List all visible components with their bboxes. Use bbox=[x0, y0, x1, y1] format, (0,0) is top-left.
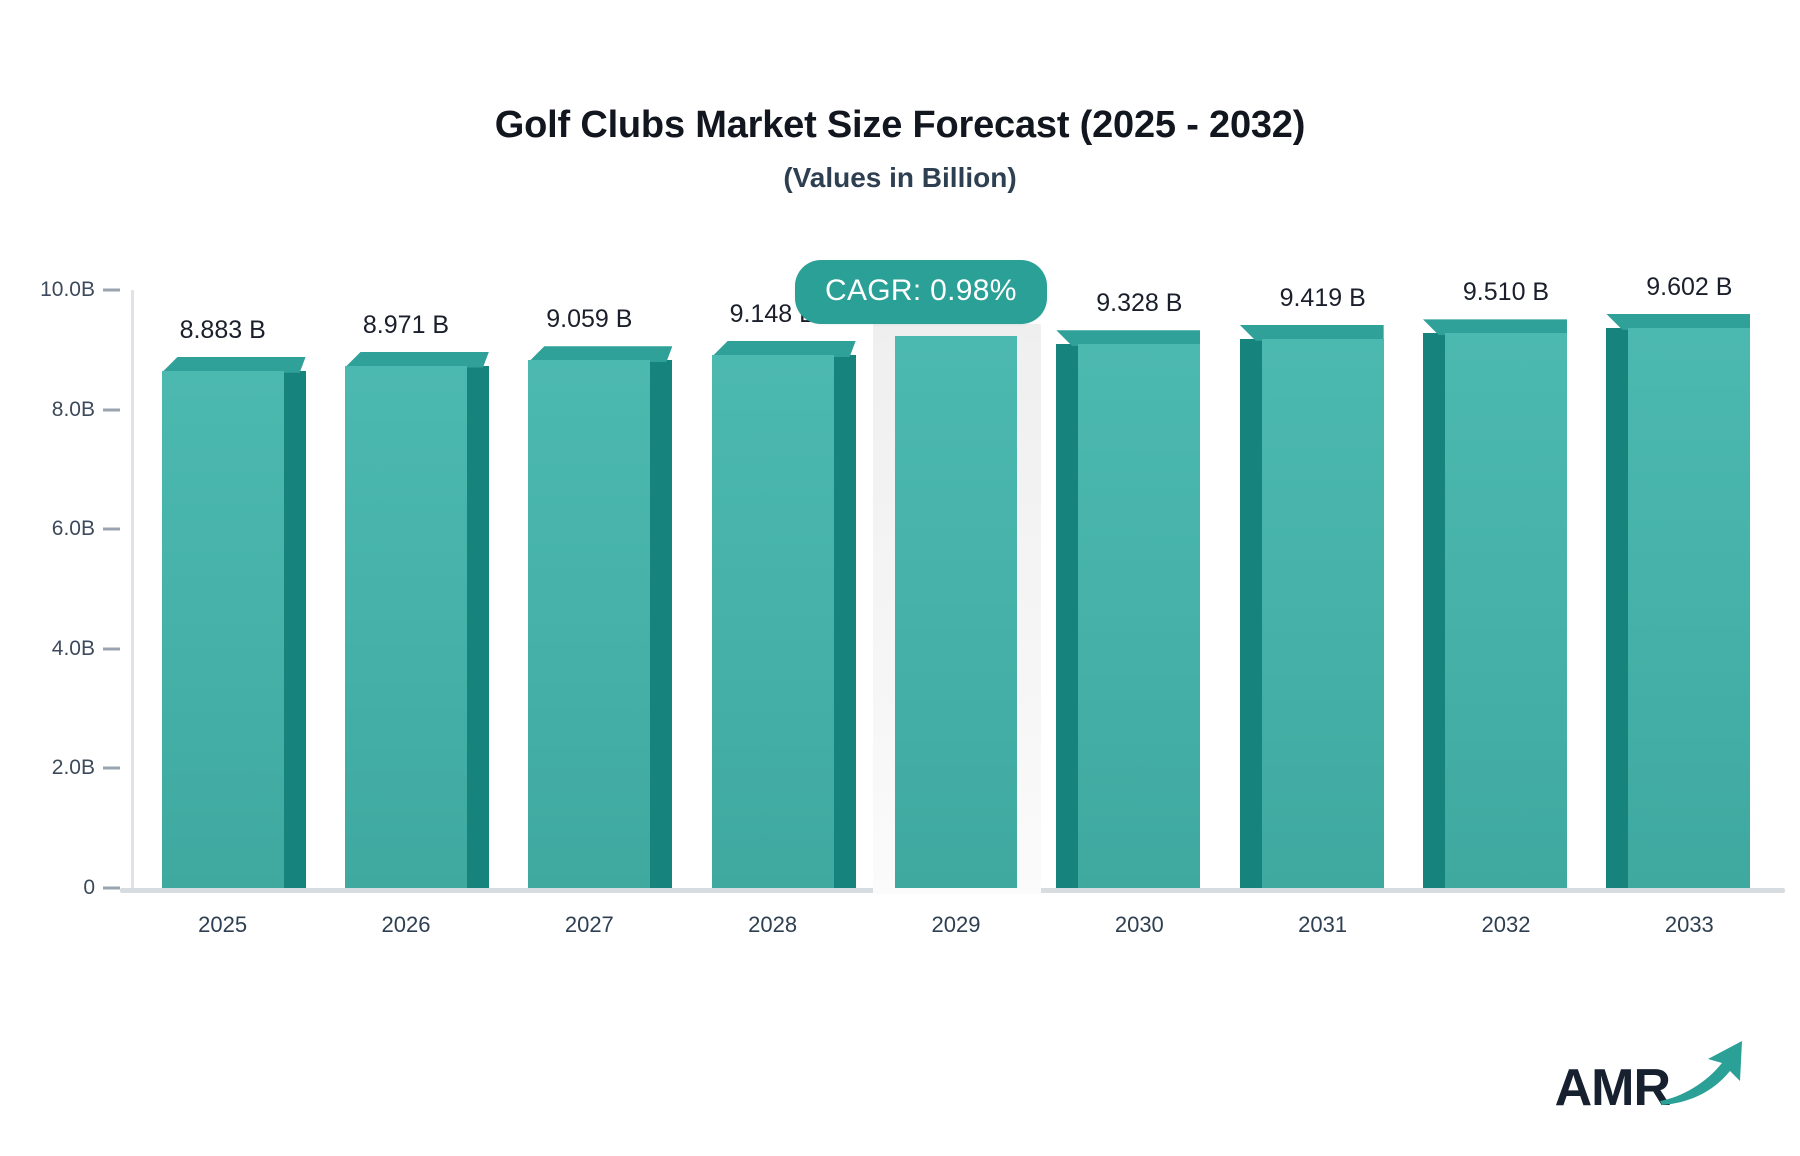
bar-top-face bbox=[528, 346, 672, 362]
amr-logo: AMR bbox=[1555, 1035, 1752, 1114]
bar-2026[interactable]: 8.971 B bbox=[345, 311, 489, 888]
bar-side-panel bbox=[1423, 333, 1445, 888]
amr-logo-text: AMR bbox=[1554, 1059, 1671, 1117]
bar-top-face bbox=[1606, 313, 1751, 330]
cagr-badge: CAGR: 0.98% bbox=[795, 260, 1047, 324]
bar-2029[interactable]: 9.237 B bbox=[895, 295, 1017, 888]
bar-side-panel bbox=[1056, 344, 1079, 888]
x-axis-tick-label-2025: 2025 bbox=[198, 912, 248, 937]
bar-value-label: 9.510 B bbox=[1462, 278, 1550, 307]
bar-2030[interactable]: 9.328 B bbox=[1056, 289, 1201, 888]
bar-side-panel bbox=[1239, 338, 1262, 888]
chart-subtitle: (Values in Billion) bbox=[783, 161, 1017, 193]
y-axis-tick-mark bbox=[103, 408, 120, 412]
bar-value-label: 9.328 B bbox=[1096, 289, 1183, 318]
y-axis-line bbox=[131, 290, 134, 890]
x-axis-tick-label-2033: 2033 bbox=[1664, 912, 1714, 937]
bar-top-face bbox=[712, 341, 856, 357]
bar-side-panel bbox=[283, 370, 306, 888]
bar-front-face bbox=[1445, 333, 1567, 888]
bar-front-face bbox=[895, 335, 1017, 888]
bar-2027[interactable]: 9.059 B bbox=[528, 305, 673, 888]
chart-header: Golf Clubs Market Size Forecast (2025 - … bbox=[0, 104, 1800, 194]
bar-2031[interactable]: 9.419 B bbox=[1239, 284, 1384, 888]
bar-value-label: 8.883 B bbox=[179, 315, 266, 344]
bar-top-face bbox=[1423, 319, 1567, 336]
growth-arrow-icon bbox=[1656, 1035, 1752, 1112]
y-axis-tick-label: 0 bbox=[0, 876, 120, 900]
x-axis-tick-label-2027: 2027 bbox=[564, 912, 614, 937]
bar-2033[interactable]: 9.602 B bbox=[1606, 273, 1751, 888]
x-axis-tick-label-2032: 2032 bbox=[1481, 912, 1531, 937]
y-axis-tick-mark bbox=[103, 647, 120, 651]
x-axis-tick-label-2029: 2029 bbox=[931, 912, 981, 937]
bar-2032[interactable]: 9.510 B bbox=[1423, 278, 1567, 888]
x-axis-line bbox=[120, 888, 1785, 893]
y-axis-tick-mark bbox=[103, 288, 120, 292]
bar-value-label: 9.419 B bbox=[1279, 283, 1366, 312]
bar-side-panel bbox=[467, 365, 489, 888]
bar-value-label: 8.971 B bbox=[362, 310, 450, 339]
y-axis-tick-label: 2.0B bbox=[0, 756, 120, 780]
y-axis-tick-mark bbox=[103, 766, 120, 770]
page-title: Golf Clubs Market Size Forecast (2025 - … bbox=[494, 104, 1306, 146]
bar-value-label: 9.059 B bbox=[546, 305, 633, 334]
y-axis-tick-label: 4.0B bbox=[0, 637, 120, 661]
x-axis-tick-label-2031: 2031 bbox=[1298, 912, 1348, 937]
bar-2028[interactable]: 9.148 B bbox=[711, 300, 856, 888]
bar-front-face bbox=[528, 360, 651, 888]
bar-top-face bbox=[1239, 324, 1384, 341]
x-axis-tick-label-2026: 2026 bbox=[381, 912, 431, 937]
bar-top-face bbox=[345, 352, 489, 368]
bar-front-face bbox=[1628, 327, 1751, 888]
y-axis-tick-label: 6.0B bbox=[0, 517, 120, 541]
bar-front-face bbox=[1261, 338, 1384, 888]
bar-front-face bbox=[161, 370, 284, 888]
bar-front-face bbox=[345, 365, 467, 888]
y-axis-tick-label: 8.0B bbox=[0, 398, 120, 422]
x-axis-tick-label-2028: 2028 bbox=[748, 912, 798, 937]
bar-top-face bbox=[1056, 330, 1201, 347]
y-axis-tick-mark bbox=[103, 886, 120, 890]
bar-side-panel bbox=[650, 360, 673, 888]
bar-front-face bbox=[1078, 344, 1201, 888]
bar-side-panel bbox=[833, 354, 856, 888]
bar-2025[interactable]: 8.883 B bbox=[161, 316, 306, 888]
y-axis-tick-mark bbox=[103, 527, 120, 531]
bar-value-label: 9.602 B bbox=[1646, 272, 1733, 301]
x-axis-tick-label-2030: 2030 bbox=[1114, 912, 1164, 937]
y-axis-tick-label: 10.0B bbox=[0, 278, 120, 302]
bar-top-face bbox=[162, 357, 306, 373]
bar-front-face bbox=[711, 354, 834, 888]
bar-side-panel bbox=[1606, 327, 1629, 888]
